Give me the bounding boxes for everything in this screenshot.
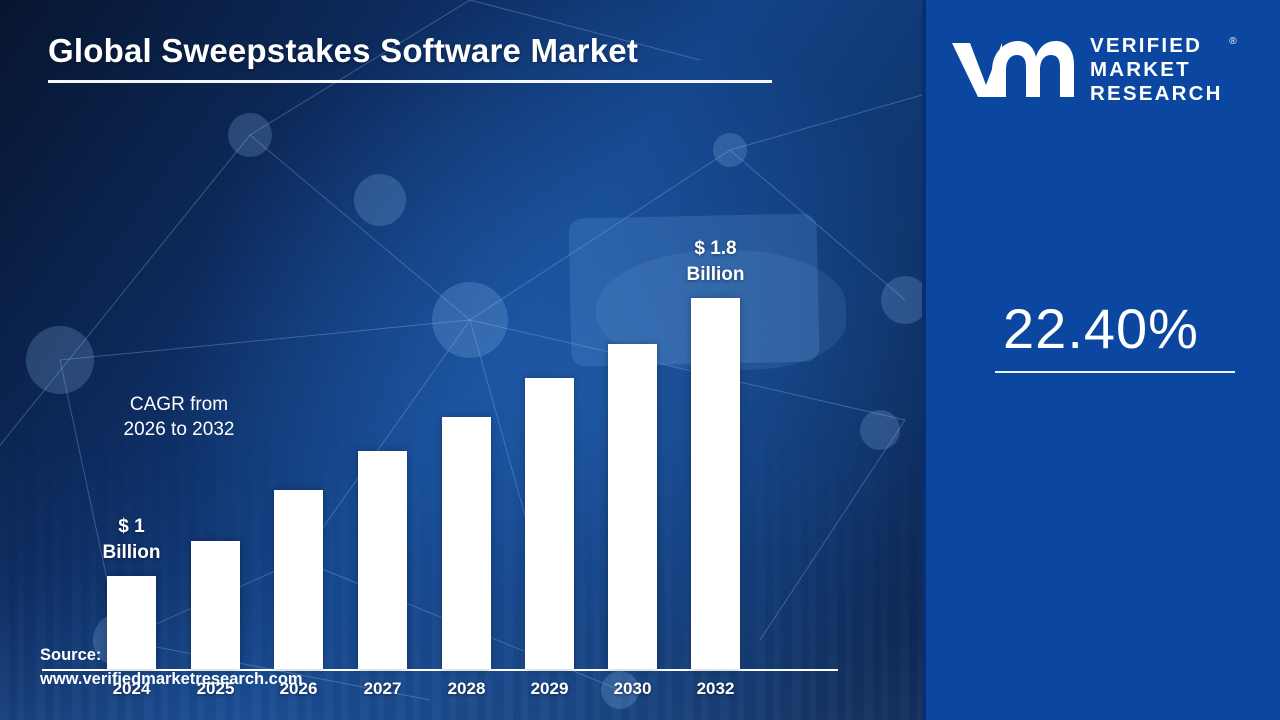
- page-title: Global Sweepstakes Software Market: [48, 32, 639, 69]
- x-tick-label-2026: 2026: [279, 679, 318, 698]
- bar-chart: $ 1 Billion 2024 2025 2026 2027 2028 2029 2030 $…: [42, 238, 838, 698]
- x-axis-line: [42, 669, 838, 671]
- brand-name-line-1: VERIFIED: [1090, 34, 1203, 57]
- bar-2028: [442, 417, 491, 669]
- x-tick-label-2029: 2029: [530, 679, 569, 698]
- bar-2027: [358, 451, 407, 669]
- brand-name-line-2: MARKET: [1090, 58, 1191, 81]
- title-underline: [48, 80, 772, 83]
- bar-value-label-2024: $ 1 Billion: [102, 516, 161, 563]
- cagr-divider: [995, 371, 1235, 373]
- bar-2030: [608, 344, 657, 669]
- brand-name-line-3: RESEARCH: [1090, 82, 1223, 105]
- bar-2029: [525, 378, 574, 669]
- registered-trademark-icon: ®: [1229, 36, 1237, 47]
- x-tick-label-2027: 2027: [363, 679, 402, 698]
- panel-edge-divider: [922, 0, 926, 720]
- brand-name: VERIFIED MARKET RESEARCH ®: [1090, 34, 1237, 106]
- cagr-caption: CAGR from 2026 to 2032: [123, 394, 235, 440]
- chart-panel: Global Sweepstakes Software Market $ 1 B…: [0, 0, 922, 720]
- cagr-value: 22.40%: [1003, 297, 1199, 360]
- bar-2026: [274, 490, 323, 669]
- x-tick-label-2024: 2024: [112, 679, 151, 698]
- brand-panel: VERIFIED MARKET RESEARCH ® 22.40%: [922, 0, 1280, 720]
- x-tick-label-2025: 2025: [196, 679, 235, 698]
- bar-2025: [191, 541, 240, 669]
- x-tick-label-2030: 2030: [613, 679, 652, 698]
- vmr-logo-icon: [952, 41, 1074, 97]
- source-url[interactable]: www.verifiedmarketresearch.com: [40, 670, 303, 688]
- brand-logo: VERIFIED MARKET RESEARCH ®: [948, 30, 1264, 110]
- bar-2024: [107, 576, 156, 669]
- source-block: Source: www.verifiedmarketresearch.com: [40, 643, 303, 691]
- bar-2032: [691, 298, 740, 669]
- x-tick-label-2032: 2032: [696, 679, 735, 698]
- bar-value-label-2032: $ 1.8 Billion: [686, 238, 745, 285]
- x-tick-label-2028: 2028: [447, 679, 486, 698]
- source-label: Source:: [40, 646, 102, 664]
